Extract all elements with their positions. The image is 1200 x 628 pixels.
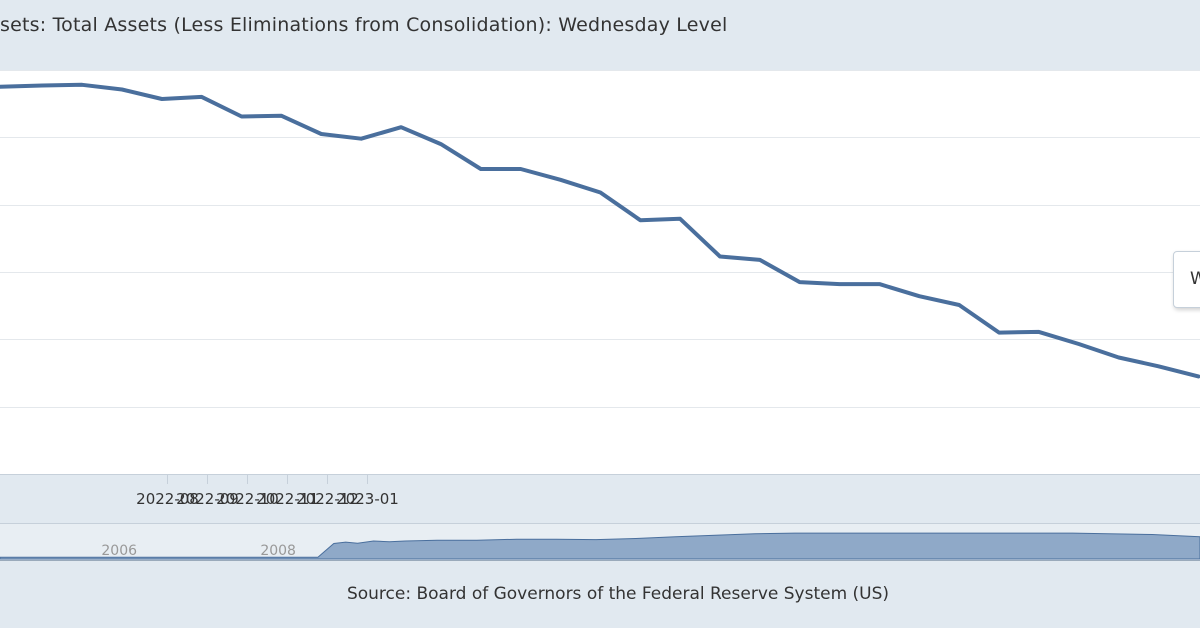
- navigator-area: [0, 532, 1200, 560]
- navigator-year-label: 2006: [101, 543, 137, 559]
- navigator-year-label: 2008: [260, 543, 296, 559]
- x-tick-label: 2022-11: [256, 490, 319, 508]
- x-tick-label: 2022-12: [296, 490, 359, 508]
- series-line[interactable]: [0, 82, 1200, 379]
- x-tick-label: 2022-08: [136, 490, 199, 508]
- tooltip-text: W: [1190, 269, 1200, 289]
- x-axis: 2022-082022-092022-102022-112022-122023-…: [136, 474, 399, 508]
- x-tick-label: 2023-01: [336, 490, 399, 508]
- tooltip: W: [1173, 251, 1200, 308]
- x-tick-label: 2022-09: [176, 490, 239, 508]
- chart-title: sets: Total Assets (Less Eliminations fr…: [0, 14, 728, 36]
- navigator[interactable]: 2006200820102012201420162018: [0, 523, 1200, 561]
- gridlines: [0, 70, 1200, 408]
- source-note: Source: Board of Governors of the Federa…: [346, 584, 890, 604]
- x-tick-label: 2022-10: [216, 490, 279, 508]
